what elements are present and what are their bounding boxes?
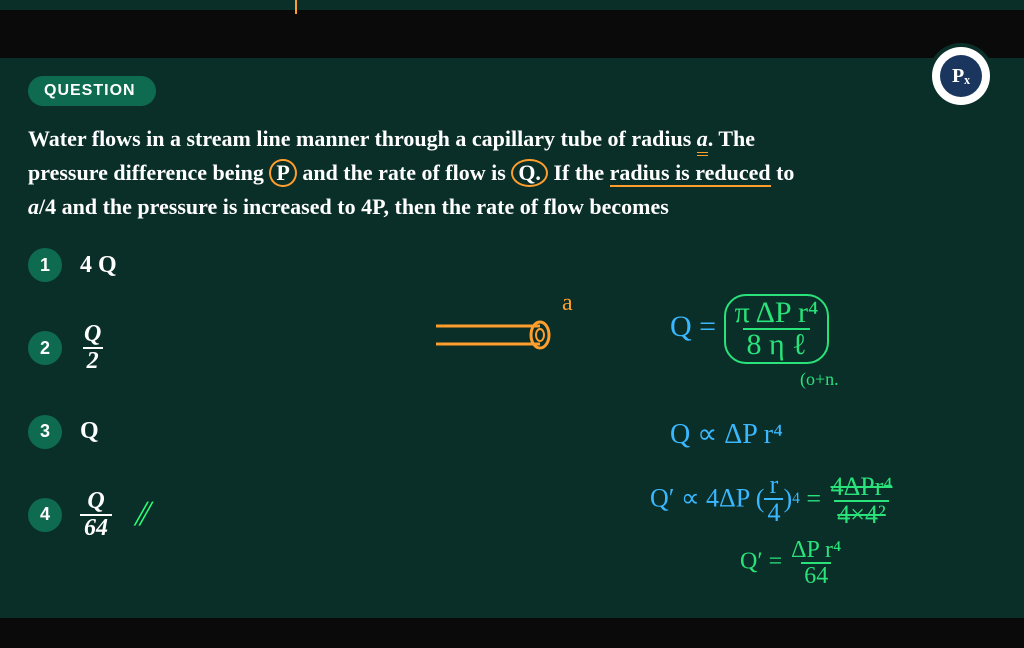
eq3-in-den: 4 bbox=[764, 498, 783, 526]
eq1-num: π ΔP r⁴ bbox=[732, 298, 822, 328]
eq1-tag: (o+n. bbox=[800, 370, 839, 390]
eq3-pow: 4 bbox=[792, 490, 800, 507]
eq3-rn: 4ΔPr⁴ bbox=[828, 474, 896, 500]
option-number: 2 bbox=[28, 331, 62, 365]
circled-p: P bbox=[269, 159, 296, 187]
eq1-lhs: Q = bbox=[670, 310, 716, 343]
question-badge: QUESTION bbox=[28, 76, 156, 106]
stem-text: Water flows in a stream line manner thro… bbox=[28, 126, 697, 151]
frac-num: Q bbox=[83, 489, 108, 514]
brand-logo-text: Pₓ bbox=[940, 55, 982, 97]
option-fraction: Q 64 bbox=[80, 489, 112, 541]
stem-text: /4 and the pressure is increased to 4P, … bbox=[39, 194, 669, 219]
check-icon: ⫽ bbox=[134, 496, 148, 534]
eq3: Q′ ∝ 4ΔP ( r 4 )4 = 4ΔPr⁴ 4×4² bbox=[650, 472, 895, 528]
stem-text: . The bbox=[708, 126, 755, 151]
option-text: 4 Q bbox=[80, 252, 117, 279]
frac-den: 2 bbox=[83, 347, 103, 374]
eq3-lhs: Q′ ∝ 4ΔP bbox=[650, 484, 749, 513]
eq1-frac: π ΔP r⁴ 8 η ℓ bbox=[732, 298, 822, 360]
var-a: a bbox=[697, 126, 708, 156]
eq3-in-num: r bbox=[767, 472, 782, 498]
eq4-lhs: Q′ = bbox=[740, 549, 782, 575]
option-3[interactable]: 3 Q bbox=[28, 415, 996, 449]
option-text: Q bbox=[80, 418, 99, 445]
top-divider bbox=[0, 0, 1024, 10]
eq1-den: 8 η ℓ bbox=[743, 328, 809, 360]
eq1-circled: π ΔP r⁴ 8 η ℓ bbox=[724, 294, 830, 364]
stem-text: pressure difference being bbox=[28, 160, 269, 185]
question-panel: QUESTION Pₓ Water flows in a stream line… bbox=[0, 58, 1024, 618]
circled-q: Q. bbox=[511, 159, 548, 187]
frac-den: 64 bbox=[80, 514, 112, 541]
stem-text: to bbox=[771, 160, 795, 185]
option-number: 1 bbox=[28, 248, 62, 282]
stem-text: If the bbox=[548, 160, 610, 185]
eq3-rd: 4×4² bbox=[834, 500, 888, 528]
stem-text: and the rate of flow is bbox=[297, 160, 511, 185]
eq4-num: ΔP r⁴ bbox=[788, 538, 844, 562]
eq1: Q = π ΔP r⁴ 8 η ℓ bbox=[670, 294, 829, 364]
eq3-rhs-frac: 4ΔPr⁴ 4×4² bbox=[828, 474, 896, 528]
question-stem: Water flows in a stream line manner thro… bbox=[28, 122, 898, 224]
tube-label: a bbox=[562, 290, 573, 316]
eq2-text: Q ∝ ΔP r⁴ bbox=[670, 419, 783, 450]
eq3-paren: ( r 4 )4 bbox=[756, 472, 800, 526]
tube-sketch bbox=[430, 310, 590, 364]
eq4-frac: ΔP r⁴ 64 bbox=[788, 538, 844, 588]
eq3-rhs: = 4ΔPr⁴ 4×4² bbox=[806, 484, 895, 513]
option-fraction: Q 2 bbox=[80, 322, 105, 374]
eq2: Q ∝ ΔP r⁴ bbox=[670, 420, 783, 451]
eq4-den: 64 bbox=[801, 562, 831, 588]
underlined-phrase: radius is reduced bbox=[610, 160, 771, 187]
eq3-inner: r 4 bbox=[764, 472, 783, 526]
eq4: Q′ = ΔP r⁴ 64 bbox=[740, 538, 844, 588]
var-a2: a bbox=[28, 194, 39, 219]
option-number: 4 bbox=[28, 498, 62, 532]
brand-logo: Pₓ bbox=[932, 47, 990, 105]
frac-num: Q bbox=[80, 322, 105, 347]
option-1[interactable]: 1 4 Q bbox=[28, 248, 996, 282]
option-number: 3 bbox=[28, 415, 62, 449]
